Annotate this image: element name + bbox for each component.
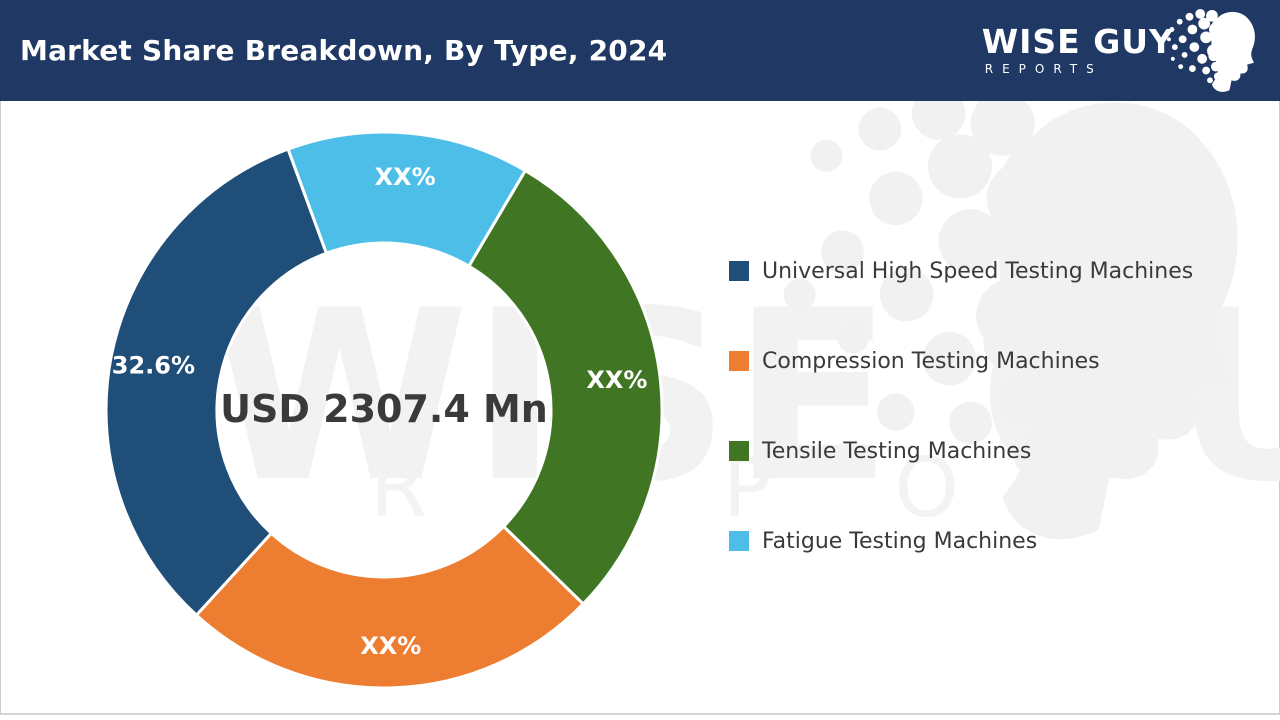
wise-guy-logo: WISE GUY REPORTS xyxy=(982,8,1262,94)
legend-item: Fatigue Testing Machines xyxy=(729,496,1193,586)
legend-label: Tensile Testing Machines xyxy=(762,438,1032,464)
donut-segment xyxy=(194,524,586,690)
segment-percentage-label: XX% xyxy=(586,366,647,394)
legend-swatch xyxy=(729,351,749,371)
legend-item: Tensile Testing Machines xyxy=(729,406,1193,496)
segment-percentage-label: XX% xyxy=(360,632,421,660)
legend-swatch xyxy=(729,441,749,461)
legend-swatch xyxy=(729,261,749,281)
legend-label: Universal High Speed Testing Machines xyxy=(762,258,1194,284)
donut-segment xyxy=(104,147,329,618)
logo-wordmark: WISE GUY xyxy=(981,22,1174,61)
watermark-layer: WISE GUY R E P O xyxy=(0,101,1280,715)
legend-item: Compression Testing Machines xyxy=(729,316,1193,406)
donut-segment xyxy=(466,168,664,607)
watermark-subtitle: R E P O xyxy=(370,441,1007,536)
logo-face-dots-icon xyxy=(1167,8,1255,92)
logo-subtitle: REPORTS xyxy=(984,62,1103,76)
chart-legend: Universal High Speed Testing Machines Com… xyxy=(729,226,1193,586)
legend-item: Universal High Speed Testing Machines xyxy=(729,226,1193,316)
watermark-face-dots-icon xyxy=(783,101,1238,540)
header-bar: Market Share Breakdown, By Type, 2024 WI… xyxy=(0,0,1280,101)
segment-percentage-label: XX% xyxy=(375,163,436,191)
segment-percentage-label: 32.6% xyxy=(112,352,195,380)
legend-swatch xyxy=(729,531,749,551)
donut-center-value: USD 2307.4 Mn xyxy=(220,387,548,431)
donut-chart: XX% XX% XX% 32.6% USD 2307.4 Mn xyxy=(104,130,664,690)
legend-label: Fatigue Testing Machines xyxy=(762,528,1038,554)
legend-label: Compression Testing Machines xyxy=(762,348,1100,374)
page-title: Market Share Breakdown, By Type, 2024 xyxy=(20,34,668,67)
logo-text: WISE GUY REPORTS xyxy=(982,25,1174,76)
